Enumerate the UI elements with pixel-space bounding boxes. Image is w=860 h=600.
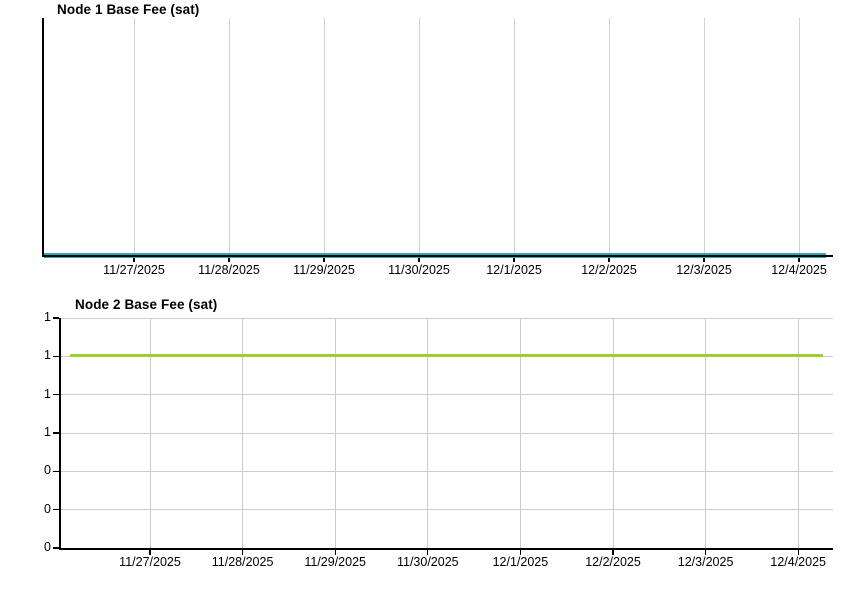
x-tick-label: 11/27/2025 xyxy=(103,262,165,277)
gridline-vertical xyxy=(228,18,230,256)
x-tick-mark xyxy=(519,549,521,555)
x-tick-mark xyxy=(797,549,799,555)
x-tick-label: 11/29/2025 xyxy=(304,555,366,569)
gridline-horizontal xyxy=(59,317,833,319)
x-axis xyxy=(42,255,833,258)
x-tick-label: 12/4/2025 xyxy=(770,555,826,569)
x-tick-mark xyxy=(798,257,800,263)
x-tick-mark xyxy=(323,257,325,263)
y-tick-mark xyxy=(53,355,59,357)
gridline-vertical xyxy=(513,18,515,256)
x-tick-label: 11/29/2025 xyxy=(293,262,355,277)
y-tick-label: 0 xyxy=(44,501,51,516)
y-tick-label: 0 xyxy=(44,540,51,554)
x-tick-mark xyxy=(612,549,614,555)
gridline-vertical xyxy=(798,18,800,256)
y-axis xyxy=(59,318,61,550)
x-tick-label: 12/3/2025 xyxy=(676,262,732,277)
x-tick-label: 12/3/2025 xyxy=(677,555,734,569)
x-tick-label: 11/30/2025 xyxy=(396,555,459,569)
x-tick-label: 12/2/2025 xyxy=(581,262,637,277)
node1-chart-title: Node 1 Base Fee (sat) xyxy=(57,2,200,17)
x-tick-label: 12/2/2025 xyxy=(585,555,641,569)
y-tick-mark xyxy=(53,470,59,472)
x-tick-mark xyxy=(608,257,610,263)
gridline-horizontal xyxy=(59,509,833,511)
x-tick-mark xyxy=(703,257,705,263)
y-tick-label: 0 xyxy=(44,463,51,478)
y-tick-mark xyxy=(53,509,59,511)
gridline-vertical xyxy=(133,18,135,256)
gridline-vertical xyxy=(323,18,325,256)
gridline-horizontal xyxy=(59,470,833,472)
gridline-vertical xyxy=(418,18,420,256)
x-axis xyxy=(59,548,833,550)
x-tick-label: 12/1/2025 xyxy=(492,555,549,569)
y-tick-label: 1 xyxy=(44,425,51,439)
x-tick-mark xyxy=(228,257,230,263)
y-tick-mark xyxy=(53,547,59,549)
y-tick-label: 1 xyxy=(44,386,51,401)
x-tick-mark xyxy=(427,549,429,555)
x-tick-mark xyxy=(149,549,151,555)
gridline-horizontal xyxy=(59,432,833,434)
x-tick-label: 11/27/2025 xyxy=(119,555,181,569)
gridline-vertical xyxy=(608,18,610,256)
x-tick-label: 11/30/2025 xyxy=(388,262,450,277)
gridline-horizontal xyxy=(59,394,833,396)
x-tick-label: 12/4/2025 xyxy=(771,262,827,277)
gridline-vertical xyxy=(703,18,705,256)
x-tick-mark xyxy=(513,257,515,263)
y-tick-label: 1 xyxy=(44,348,51,363)
y-tick-label: 1 xyxy=(44,310,51,324)
x-tick-mark xyxy=(418,257,420,263)
series-line xyxy=(70,353,823,357)
x-tick-label: 11/28/2025 xyxy=(198,262,260,277)
y-tick-mark xyxy=(53,317,59,319)
x-tick-mark xyxy=(334,549,336,555)
y-tick-mark xyxy=(53,432,59,434)
x-tick-mark xyxy=(705,549,707,555)
node2-chart-title: Node 2 Base Fee (sat) xyxy=(75,297,218,312)
y-axis xyxy=(42,18,44,258)
x-tick-label: 11/28/2025 xyxy=(211,555,274,569)
x-tick-label: 12/1/2025 xyxy=(486,262,542,277)
x-tick-mark xyxy=(242,549,244,555)
y-tick-mark xyxy=(53,394,59,396)
x-tick-mark xyxy=(133,257,135,263)
